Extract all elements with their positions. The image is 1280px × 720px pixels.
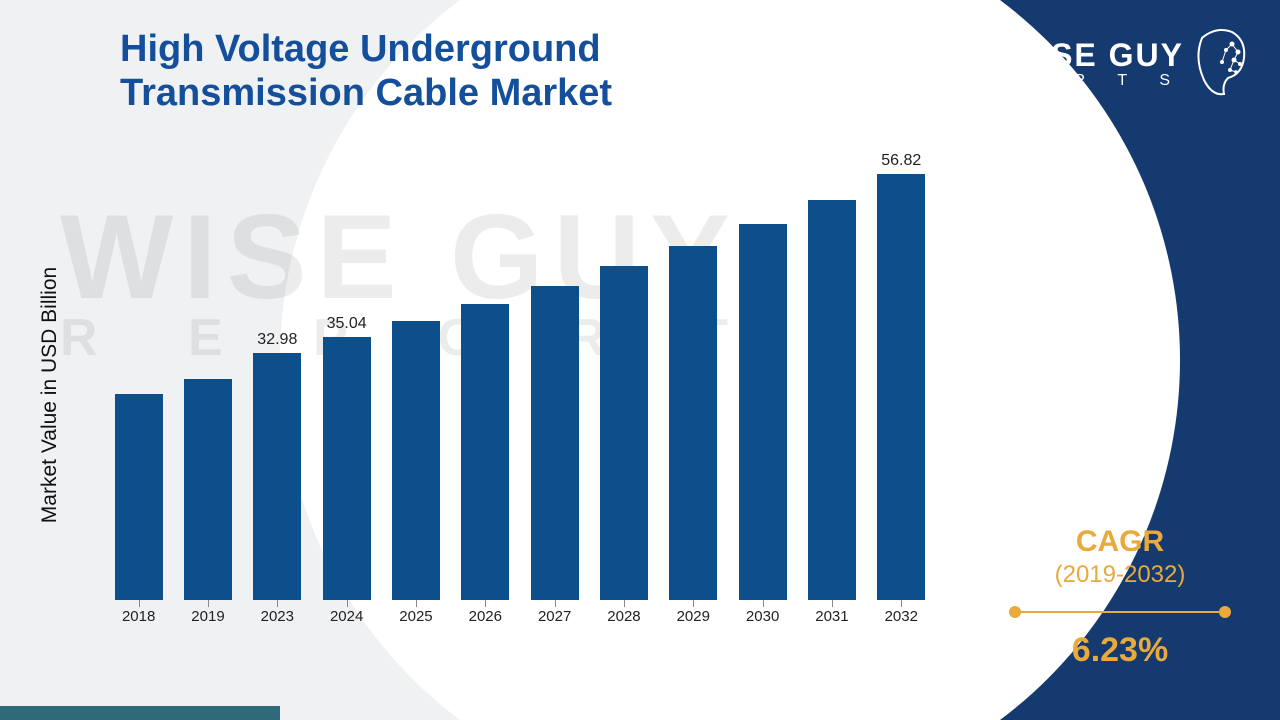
bar (461, 304, 509, 600)
chart-area: Market Value in USD Billion 32.98 35.04 56… (40, 150, 940, 640)
bar-column (451, 150, 520, 600)
bar-value-label: 32.98 (257, 331, 297, 349)
bar (877, 174, 925, 600)
bar (184, 379, 232, 600)
brand-line-1: WISE GUY (899, 37, 1184, 74)
bar (392, 321, 440, 600)
bar (531, 286, 579, 600)
x-tick-label: 2030 (728, 600, 797, 640)
plot-area: 32.98 35.04 56.82 (100, 150, 940, 600)
bar-column (520, 150, 589, 600)
x-tick-label: 2029 (659, 600, 728, 640)
brand-text: WISE GUY R E P O R T S (899, 37, 1184, 90)
x-tick-label: 2032 (867, 600, 936, 640)
bar-column (659, 150, 728, 600)
x-tick-label: 2023 (243, 600, 312, 640)
x-tick-label: 2025 (381, 600, 450, 640)
y-axis-label: Market Value in USD Billion (38, 267, 62, 523)
brand-block: WISE GUY R E P O R T S (899, 28, 1250, 98)
bar-column (589, 150, 658, 600)
bar-column (381, 150, 450, 600)
x-tick-label: 2028 (589, 600, 658, 640)
bar-column: 56.82 (867, 150, 936, 600)
bar (669, 246, 717, 600)
bar-column (728, 150, 797, 600)
infographic-stage: WISE GUY R E P O R T S High Voltage Unde… (0, 0, 1280, 720)
bar-column (173, 150, 242, 600)
x-tick-label: 2019 (173, 600, 242, 640)
bar-column (797, 150, 866, 600)
bar (739, 224, 787, 601)
bar-column: 35.04 (312, 150, 381, 600)
x-tick-label: 2026 (451, 600, 520, 640)
bar (253, 353, 301, 600)
cagr-title: CAGR (960, 525, 1280, 559)
bar-column (104, 150, 173, 600)
bar (323, 337, 371, 600)
bar (600, 266, 648, 600)
bar (808, 200, 856, 601)
x-tick-label: 2024 (312, 600, 381, 640)
bar-value-label: 56.82 (881, 152, 921, 170)
bar (115, 394, 163, 600)
chart-title: High Voltage Underground Transmission Ca… (120, 28, 612, 115)
cagr-value: 6.23% (960, 631, 1280, 670)
brand-line-2: R E P O R T S (899, 72, 1184, 90)
bottom-accent-bar (0, 706, 280, 720)
cagr-period: (2019-2032) (960, 561, 1280, 589)
brand-head-icon (1192, 28, 1250, 98)
cagr-separator (1015, 611, 1225, 613)
cagr-panel: CAGR (2019-2032) 6.23% (960, 525, 1280, 670)
bar-value-label: 35.04 (327, 315, 367, 333)
title-line-2: Transmission Cable Market (120, 72, 612, 116)
x-tick-label: 2027 (520, 600, 589, 640)
bars-container: 32.98 35.04 56.82 (100, 150, 940, 600)
title-line-1: High Voltage Underground (120, 28, 612, 72)
x-axis: 2018201920232024202520262027202820292030… (100, 600, 940, 640)
x-tick-label: 2018 (104, 600, 173, 640)
bar-column: 32.98 (243, 150, 312, 600)
x-tick-label: 2031 (797, 600, 866, 640)
